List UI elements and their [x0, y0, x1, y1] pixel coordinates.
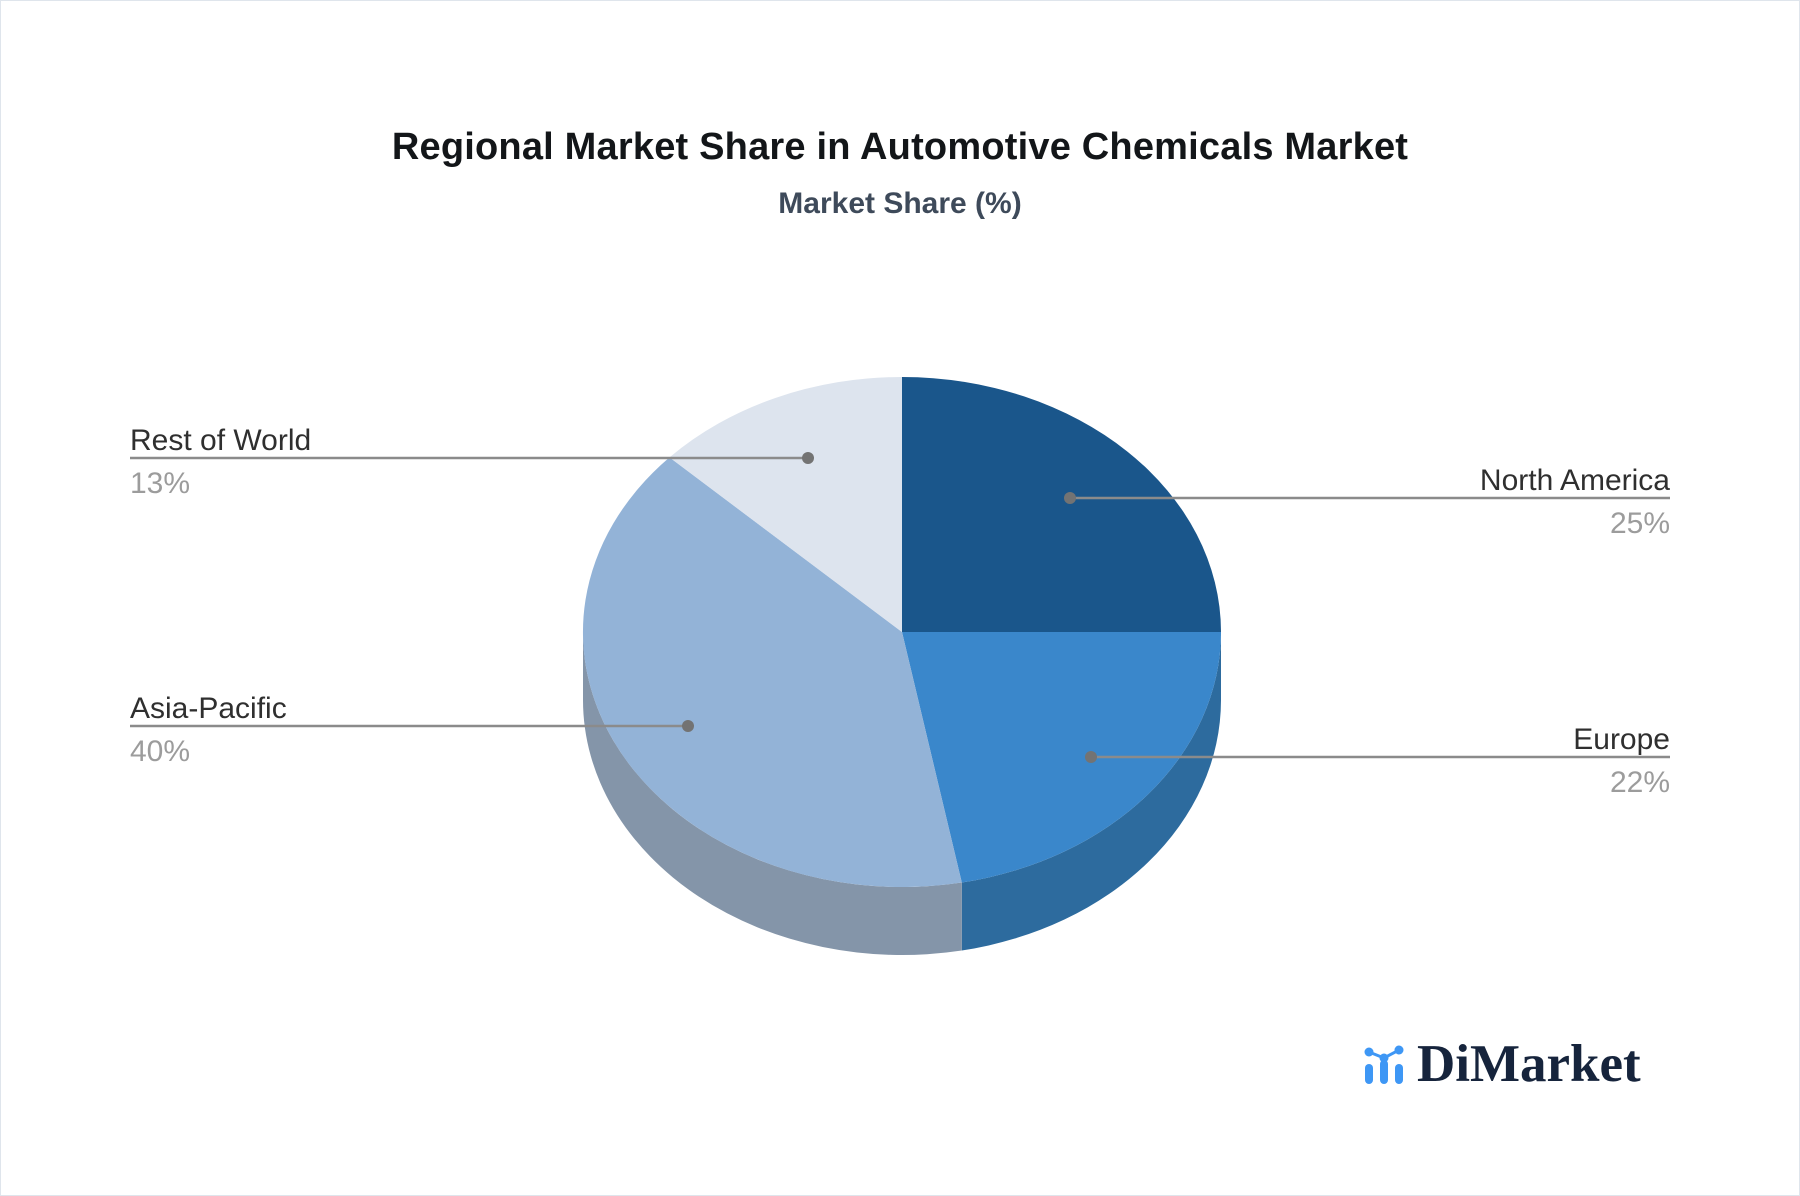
slice-pct-asia-pacific: 40%	[130, 735, 191, 768]
slice-pct-europe: 22%	[1609, 766, 1670, 799]
callout-north-america: North America 25%	[1480, 464, 1670, 541]
slice-pct-north-america: 25%	[1609, 507, 1670, 540]
pie-slice-side-asia-pacific	[582, 632, 962, 956]
bar-line-chart-icon	[1364, 1045, 1404, 1084]
leader-lines	[130, 452, 1670, 763]
logo-text: DiMarket	[1417, 1035, 1641, 1093]
pie-slices	[582, 377, 1222, 956]
slice-label-north-america: North America	[1479, 464, 1670, 497]
pie-slice-north-america	[902, 377, 1221, 632]
leader-dot-north-america	[1064, 492, 1076, 504]
leader-dot-europe	[1085, 751, 1097, 763]
slice-pct-rest-of-world: 13%	[130, 467, 191, 500]
pie-slice-europe	[902, 632, 1221, 883]
slice-label-europe: Europe	[1573, 723, 1670, 756]
leader-dot-asia-pacific	[682, 720, 694, 732]
chart-subtitle: Market Share (%)	[778, 187, 1022, 220]
callout-asia-pacific: Asia-Pacific 40%	[130, 692, 287, 769]
callout-europe: Europe 22%	[1573, 723, 1670, 800]
pie-slice-asia-pacific	[582, 457, 962, 888]
slice-label-asia-pacific: Asia-Pacific	[130, 692, 287, 725]
slice-label-rest-of-world: Rest of World	[130, 424, 312, 457]
leader-dot-rest-of-world	[802, 452, 814, 464]
logo: DiMarket	[1362, 1035, 1641, 1093]
pie-slice-side-europe	[961, 632, 1222, 951]
callout-rest-of-world: Rest of World 13%	[130, 424, 311, 501]
chart-title: Regional Market Share in Automotive Chem…	[391, 126, 1409, 168]
pie-slice-rest-of-world	[669, 377, 902, 632]
